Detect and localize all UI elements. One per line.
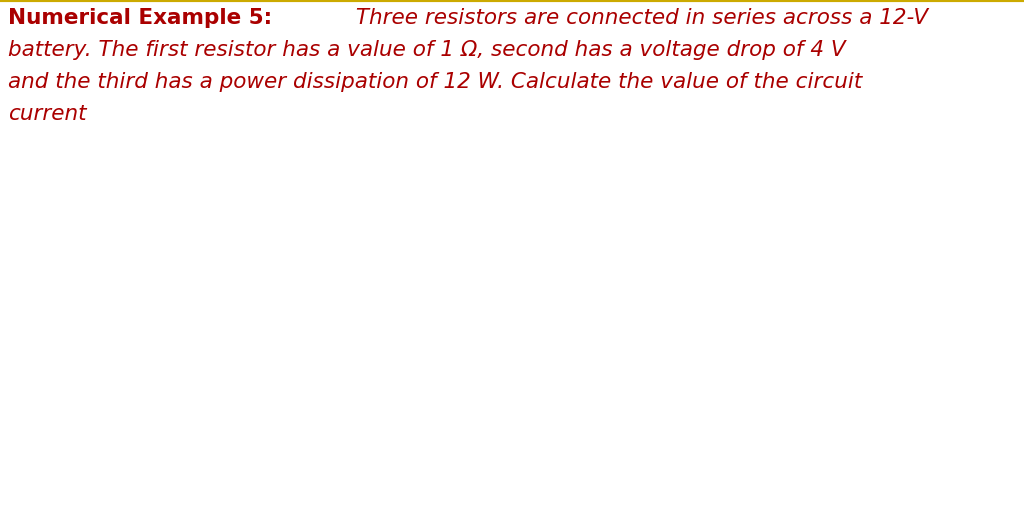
Text: current: current bbox=[8, 104, 86, 124]
Text: Three resistors are connected in series across a 12-V: Three resistors are connected in series … bbox=[349, 8, 928, 28]
Text: battery. The first resistor has a value of 1 Ω, second has a voltage drop of 4 V: battery. The first resistor has a value … bbox=[8, 40, 846, 60]
Text: and the third has a power dissipation of 12 W. Calculate the value of the circui: and the third has a power dissipation of… bbox=[8, 72, 862, 92]
Text: Numerical Example 5:: Numerical Example 5: bbox=[8, 8, 272, 28]
